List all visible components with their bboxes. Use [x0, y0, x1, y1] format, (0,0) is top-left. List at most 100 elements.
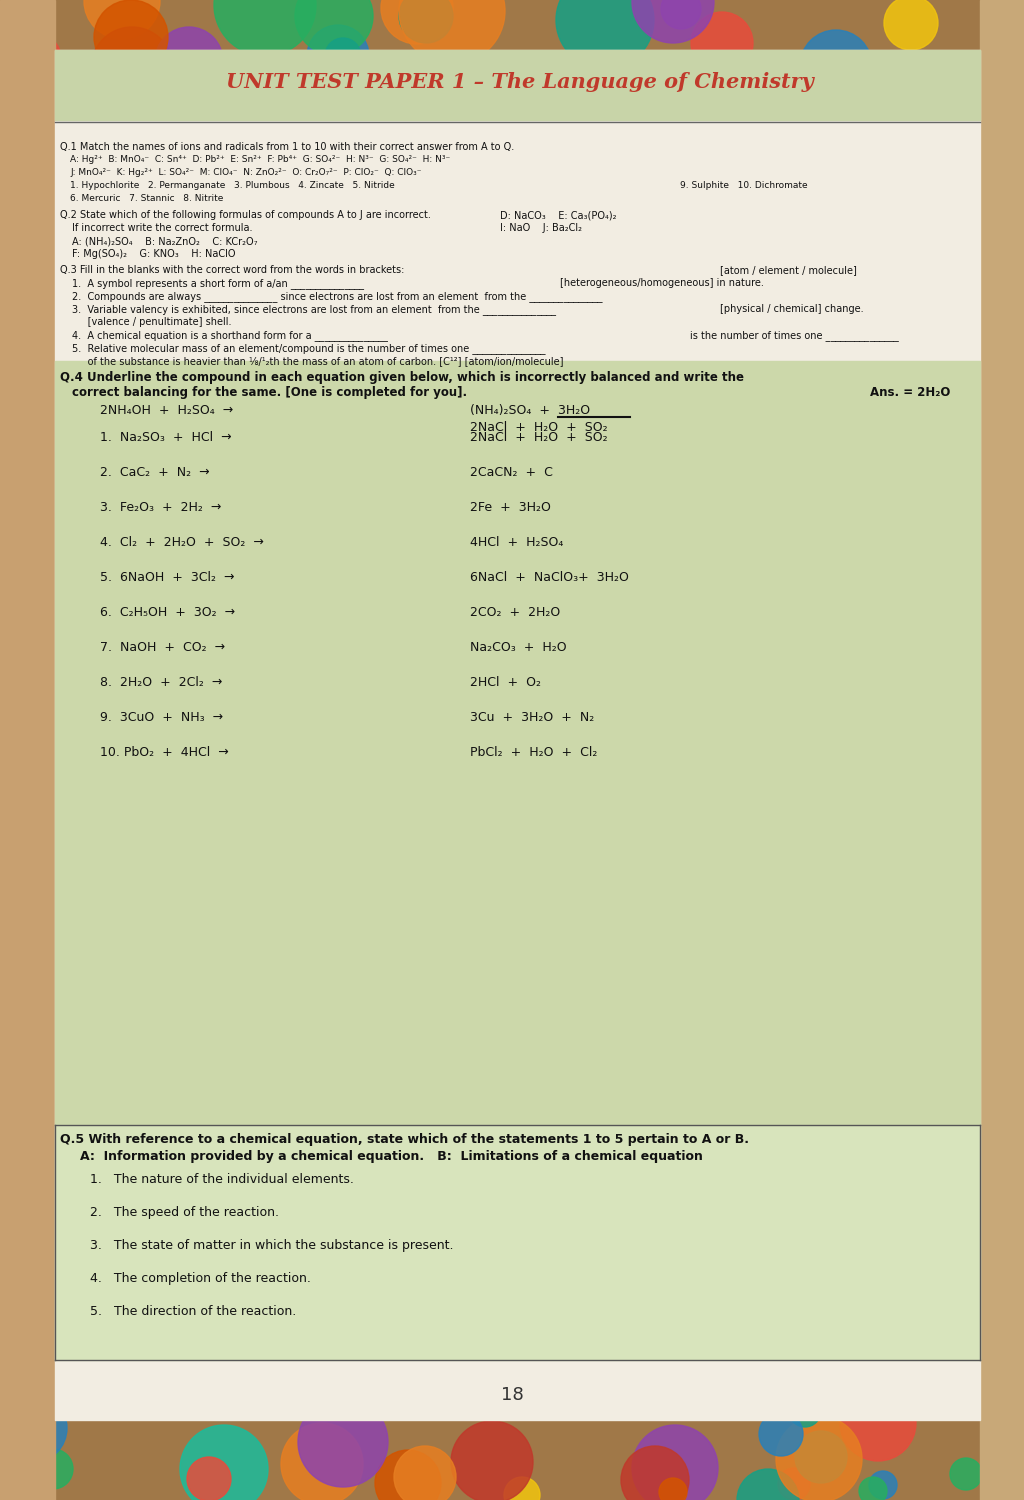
Circle shape [394, 1446, 456, 1500]
Circle shape [399, 0, 453, 44]
Text: 2NaCl  +  H₂O  +  SO₂: 2NaCl + H₂O + SO₂ [470, 422, 607, 434]
Text: 1. Hypochlorite   2. Permanganate   3. Plumbous   4. Zincate   5. Nitride: 1. Hypochlorite 2. Permanganate 3. Plumb… [70, 182, 394, 190]
Text: 5.  Relative molecular mass of an element/compound is the number of times one __: 5. Relative molecular mass of an element… [72, 344, 546, 354]
Circle shape [765, 60, 841, 136]
Text: correct balancing for the same. [One is completed for you].: correct balancing for the same. [One is … [72, 386, 467, 399]
Text: Ans. = 2H₂O: Ans. = 2H₂O [870, 386, 950, 399]
Text: Na₂CO₃  +  H₂O: Na₂CO₃ + H₂O [470, 640, 566, 654]
Text: J: MnO₄²⁻  K: Hg₂²⁺  L: SO₄²⁻  M: ClO₄⁻  N: ZnO₂²⁻  O: Cr₂O₇²⁻  P: ClO₂⁻  Q: ClO: J: MnO₄²⁻ K: Hg₂²⁺ L: SO₄²⁻ M: ClO₄⁻ N: … [70, 168, 422, 177]
Text: 6NaCl  +  NaClO₃+  3H₂O: 6NaCl + NaClO₃+ 3H₂O [470, 572, 629, 584]
Text: 3Cu  +  3H₂O  +  N₂: 3Cu + 3H₂O + N₂ [470, 711, 594, 724]
Text: 3.  Variable valency is exhibited, since electrons are lost from an element  fro: 3. Variable valency is exhibited, since … [72, 304, 556, 315]
Circle shape [632, 0, 714, 44]
Circle shape [274, 70, 378, 176]
Circle shape [800, 30, 872, 102]
Text: 2.   The speed of the reaction.: 2. The speed of the reaction. [90, 1206, 279, 1219]
Text: 4.  A chemical equation is a shorthand form for a _______________: 4. A chemical equation is a shorthand fo… [72, 330, 388, 340]
Circle shape [795, 1431, 847, 1484]
Circle shape [438, 68, 484, 114]
Circle shape [13, 34, 61, 82]
Text: 10. PbO₂  +  4HCl  →: 10. PbO₂ + 4HCl → [100, 746, 228, 759]
Circle shape [91, 27, 173, 109]
Circle shape [298, 1396, 388, 1486]
Bar [55, 1125, 980, 1360]
Circle shape [556, 0, 654, 69]
Circle shape [790, 1395, 821, 1426]
Circle shape [220, 88, 294, 162]
Circle shape [954, 68, 1014, 128]
Circle shape [691, 12, 753, 74]
Bar [55, 362, 980, 1125]
Circle shape [307, 26, 369, 87]
Text: 2NaCl  +  H₂O  +  SO₂: 2NaCl + H₂O + SO₂ [470, 430, 607, 444]
Circle shape [950, 1458, 982, 1490]
Text: 5.  6NaOH  +  3Cl₂  →: 5. 6NaOH + 3Cl₂ → [100, 572, 234, 584]
Text: 2.  CaC₂  +  N₂  →: 2. CaC₂ + N₂ → [100, 466, 210, 478]
Text: 9.  3CuO  +  NH₃  →: 9. 3CuO + NH₃ → [100, 711, 223, 724]
Text: 6.  C₂H₅OH  +  3O₂  →: 6. C₂H₅OH + 3O₂ → [100, 606, 236, 619]
Text: 8.  2H₂O  +  2Cl₂  →: 8. 2H₂O + 2Cl₂ → [100, 676, 222, 688]
Bar [55, 50, 980, 120]
Circle shape [214, 0, 316, 56]
Circle shape [180, 1425, 268, 1500]
Text: [heterogeneous/homogeneous] in nature.: [heterogeneous/homogeneous] in nature. [560, 278, 764, 288]
Text: If incorrect write the correct formula.: If incorrect write the correct formula. [72, 224, 253, 232]
Text: 3.  Fe₂O₃  +  2H₂  →: 3. Fe₂O₃ + 2H₂ → [100, 501, 221, 515]
Text: Q.4 Underline the compound in each equation given below, which is incorrectly ba: Q.4 Underline the compound in each equat… [60, 370, 744, 384]
Circle shape [737, 1468, 799, 1500]
Text: 1.   The nature of the individual elements.: 1. The nature of the individual elements… [90, 1173, 354, 1186]
Circle shape [759, 1412, 803, 1456]
Circle shape [295, 0, 373, 56]
Text: Q.5 With reference to a chemical equation, state which of the statements 1 to 5 : Q.5 With reference to a chemical equatio… [60, 1132, 749, 1146]
Text: Q.2 State which of the following formulas of compounds A to J are incorrect.: Q.2 State which of the following formula… [60, 210, 431, 220]
Bar [0, 0, 55, 1500]
Text: 5.   The direction of the reaction.: 5. The direction of the reaction. [90, 1305, 296, 1318]
Text: Q.3 Fill in the blanks with the correct word from the words in brackets:: Q.3 Fill in the blanks with the correct … [60, 266, 404, 274]
Circle shape [281, 1424, 362, 1500]
Circle shape [859, 1478, 887, 1500]
Circle shape [157, 87, 193, 123]
Circle shape [0, 1442, 53, 1500]
Text: [atom / element / molecule]: [atom / element / molecule] [720, 266, 857, 274]
Circle shape [325, 38, 361, 74]
Circle shape [84, 0, 160, 39]
Circle shape [994, 1479, 1024, 1500]
Text: 1.  Na₂SO₃  +  HCl  →: 1. Na₂SO₃ + HCl → [100, 430, 231, 444]
Text: F: Mg(SO₄)₂    G: KNO₃    H: NaClO: F: Mg(SO₄)₂ G: KNO₃ H: NaClO [72, 249, 236, 259]
Text: [valence / penultimate] shell.: [valence / penultimate] shell. [72, 316, 231, 327]
Circle shape [187, 1456, 231, 1500]
Circle shape [895, 92, 941, 136]
Circle shape [662, 0, 701, 28]
Text: 4.   The completion of the reaction.: 4. The completion of the reaction. [90, 1272, 311, 1286]
Circle shape [504, 1478, 540, 1500]
Text: 2.  Compounds are always _______________ since electrons are lost from an elemen: 2. Compounds are always _______________ … [72, 291, 602, 302]
Text: 2CaCN₂  +  C: 2CaCN₂ + C [470, 466, 553, 478]
Text: D: NaCO₃    E: Ca₃(PO₄)₂: D: NaCO₃ E: Ca₃(PO₄)₂ [500, 210, 616, 220]
Text: 9. Sulphite   10. Dichromate: 9. Sulphite 10. Dichromate [680, 182, 808, 190]
Circle shape [33, 1449, 73, 1490]
Text: 2HCl  +  O₂: 2HCl + O₂ [470, 676, 541, 688]
Text: 6. Mercuric   7. Stannic   8. Nitrite: 6. Mercuric 7. Stannic 8. Nitrite [70, 194, 223, 202]
Circle shape [94, 0, 168, 74]
Circle shape [884, 0, 938, 50]
Circle shape [776, 1416, 862, 1500]
Circle shape [869, 1472, 897, 1498]
Bar [980, 0, 1024, 1500]
Text: 2CO₂  +  2H₂O: 2CO₂ + 2H₂O [470, 606, 560, 619]
Text: A: Hg²⁺  B: MnO₄⁻  C: Sn⁴⁺  D: Pb²⁺  E: Sn²⁺  F: Pb⁴⁺  G: SO₄²⁻  H: N³⁻  G: SO₄²: A: Hg²⁺ B: MnO₄⁻ C: Sn⁴⁺ D: Pb²⁺ E: Sn²⁺… [70, 154, 451, 164]
Circle shape [334, 51, 390, 106]
Text: 4HCl  +  H₂SO₄: 4HCl + H₂SO₄ [470, 536, 563, 549]
Text: is the number of times one _______________: is the number of times one _____________… [690, 330, 899, 340]
Circle shape [375, 1450, 441, 1500]
Text: 2NH₄OH  +  H₂SO₄  →: 2NH₄OH + H₂SO₄ → [100, 404, 233, 417]
Text: 3.   The state of matter in which the substance is present.: 3. The state of matter in which the subs… [90, 1239, 454, 1252]
Text: A:  Information provided by a chemical equation.   B:  Limitations of a chemical: A: Information provided by a chemical eq… [80, 1150, 702, 1162]
Text: 4.  Cl₂  +  2H₂O  +  SO₂  →: 4. Cl₂ + 2H₂O + SO₂ → [100, 536, 264, 549]
Circle shape [562, 63, 660, 160]
Circle shape [381, 0, 453, 44]
Text: UNIT TEST PAPER 1 – The Language of Chemistry: UNIT TEST PAPER 1 – The Language of Chem… [226, 72, 814, 92]
Circle shape [155, 27, 223, 94]
Circle shape [870, 70, 900, 100]
Text: Q.1 Match the names of ions and radicals from 1 to 10 with their correct answer : Q.1 Match the names of ions and radicals… [60, 142, 514, 152]
Text: A: (NH₄)₂SO₄    B: Na₂ZnO₂    C: KCr₂O₇: A: (NH₄)₂SO₄ B: Na₂ZnO₂ C: KCr₂O₇ [72, 236, 257, 246]
